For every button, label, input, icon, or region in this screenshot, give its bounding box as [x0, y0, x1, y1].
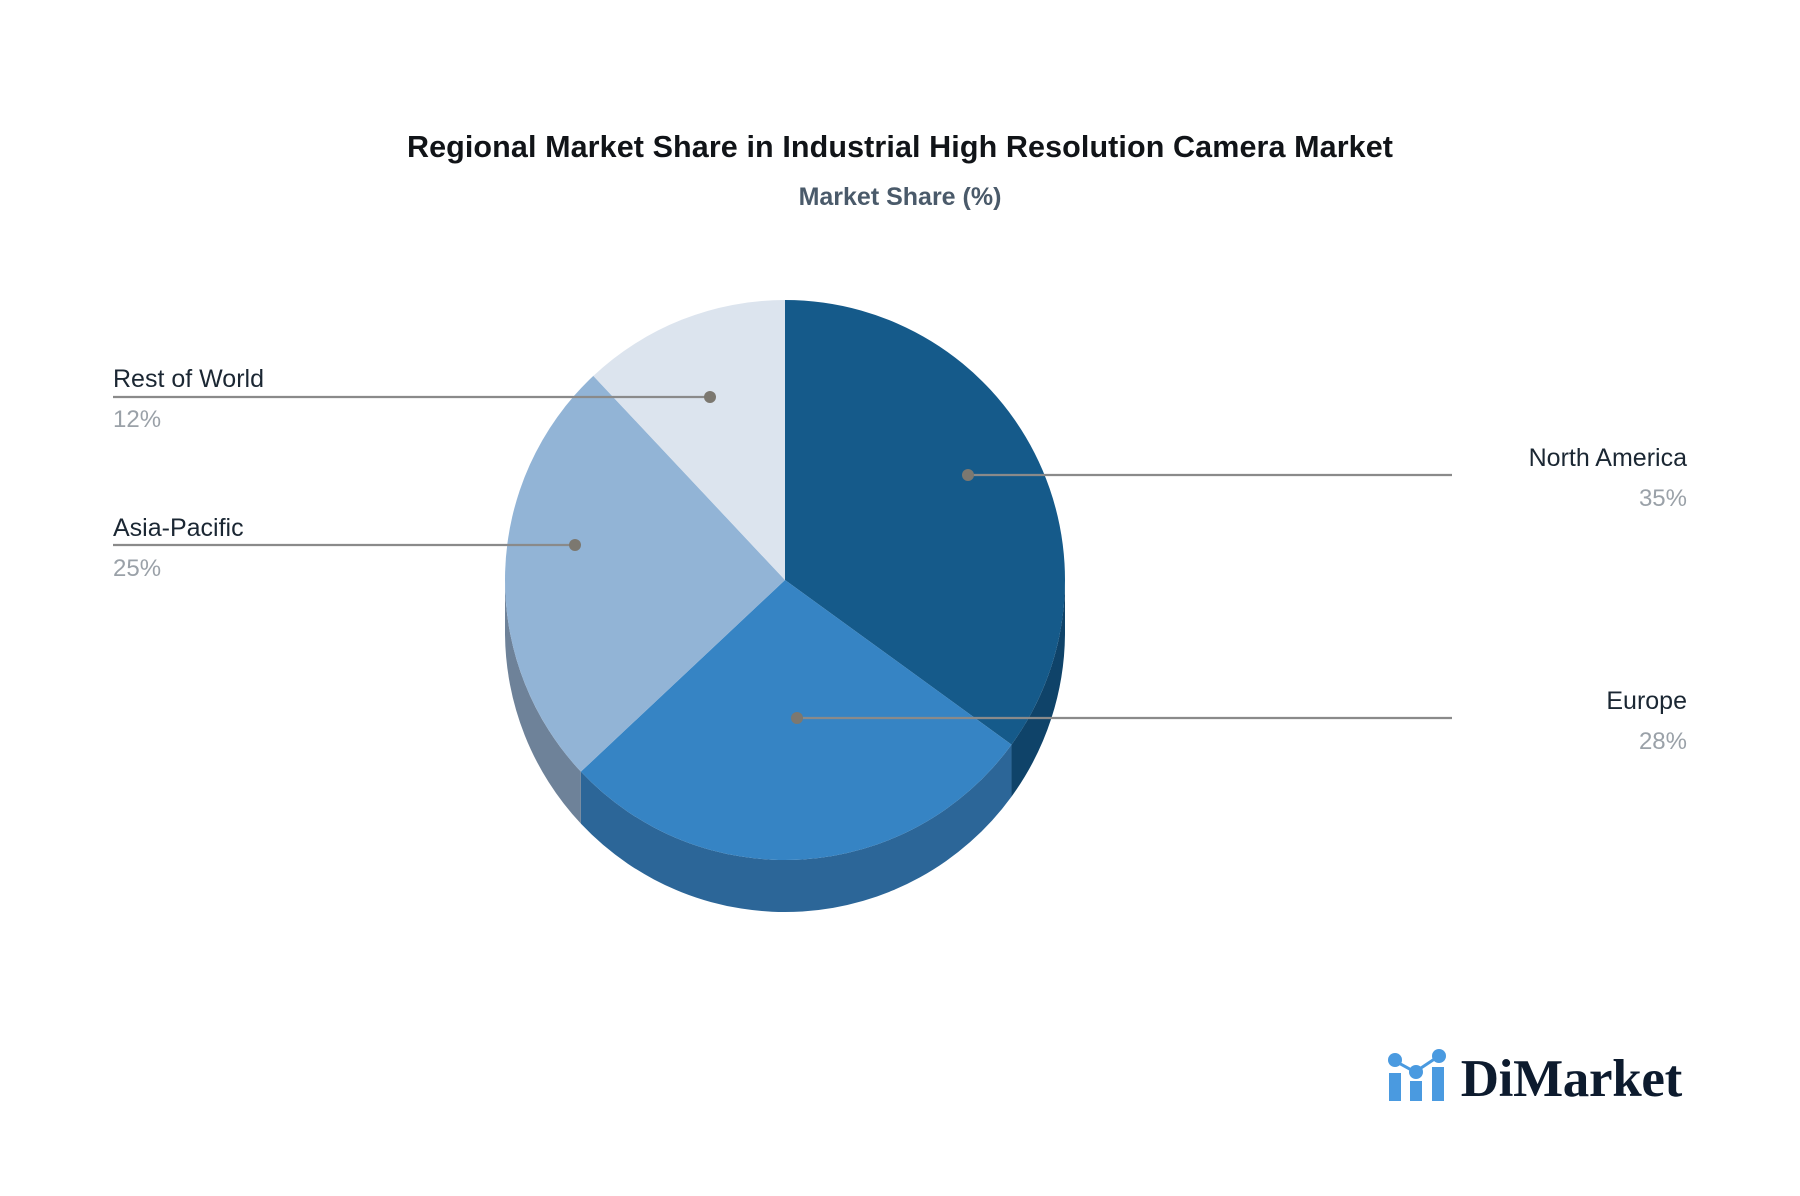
pie-slice-asia-pacific	[505, 375, 785, 772]
pie-label-europe: Europe 28%	[1606, 686, 1687, 757]
pie-label-north-america: North America 35%	[1529, 443, 1687, 514]
pie-side-north-america	[1011, 580, 1065, 797]
pie-side-asia-pacific	[505, 580, 581, 824]
pie-slice-rest-of-world	[593, 300, 785, 580]
pie-label-name-asia-pacific: Asia-Pacific	[113, 514, 244, 542]
pie-label-value-asia-pacific: 25%	[113, 555, 162, 582]
leader-dot-north-america	[962, 469, 974, 481]
pie-label-value-europe: 28%	[1638, 728, 1687, 755]
leader-dot-europe	[791, 712, 803, 724]
brand-logo: DiMarket	[1386, 1045, 1682, 1106]
pie-label-name-north-america: North America	[1528, 444, 1687, 472]
pie-side-europe	[580, 744, 1012, 912]
pie-slices	[505, 300, 1065, 860]
bar-chart-icon	[1387, 1049, 1446, 1101]
chart-subtitle: Market Share (%)	[798, 183, 1002, 211]
leader-lines	[113, 395, 1452, 720]
chart-header: Regional Market Share in Industrial High…	[0, 128, 1800, 214]
pie-label-name-europe: Europe	[1606, 687, 1687, 715]
chart-title: Regional Market Share in Industrial High…	[406, 130, 1394, 164]
leader-dot-asia-pacific	[569, 539, 581, 551]
leader-dots	[569, 391, 974, 724]
pie-label-value-rest-of-world: 12%	[113, 406, 162, 433]
pie-label-value-north-america: 35%	[1638, 485, 1687, 512]
pie-label-rest-of-world: Rest of World 12%	[113, 364, 264, 435]
brand-name: DiMarket	[1460, 1050, 1683, 1108]
pie-label-asia-pacific: Asia-Pacific 25%	[113, 513, 244, 584]
pie-slice-north-america	[785, 300, 1065, 745]
leader-dot-rest-of-world	[704, 391, 716, 403]
pie-depth-extrusion	[505, 580, 1065, 912]
pie-label-name-rest-of-world: Rest of World	[113, 365, 264, 393]
